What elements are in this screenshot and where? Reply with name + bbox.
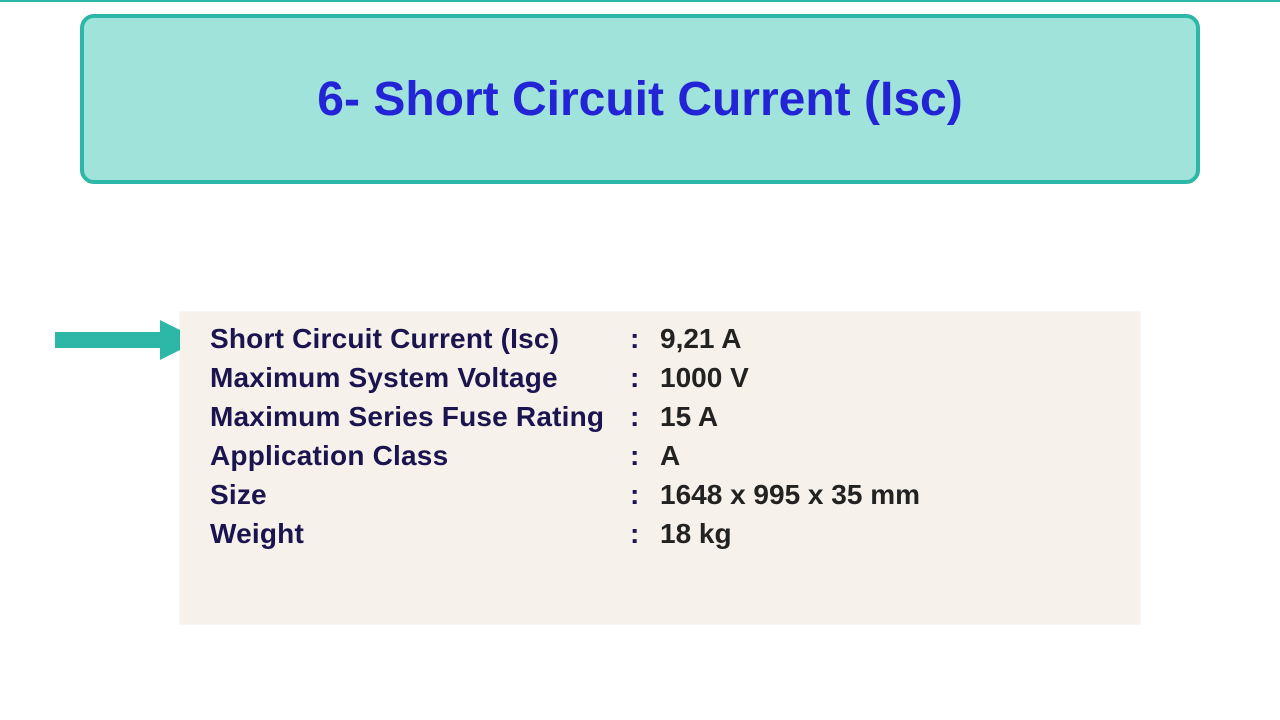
- spec-value: 15 A: [660, 400, 1140, 433]
- spec-colon: :: [630, 439, 660, 472]
- spec-value: 1000 V: [660, 361, 1140, 394]
- spec-label: Short Circuit Current (Isc): [210, 322, 630, 355]
- header-box: 6- Short Circuit Current (Isc): [80, 14, 1200, 184]
- spec-value: 9,21 A: [660, 322, 1140, 355]
- spec-label: Application Class: [210, 439, 630, 472]
- spec-colon: :: [630, 400, 660, 433]
- spec-row: Size:1648 x 995 x 35 mm: [210, 478, 1140, 511]
- header-title: 6- Short Circuit Current (Isc): [317, 72, 962, 127]
- top-divider: [0, 0, 1280, 2]
- spec-value: 18 kg: [660, 517, 1140, 550]
- spec-label: Maximum Series Fuse Rating: [210, 400, 630, 433]
- spec-row: Weight:18 kg: [210, 517, 1140, 550]
- spec-colon: :: [630, 478, 660, 511]
- spec-panel: Short Circuit Current (Isc):9,21 AMaximu…: [180, 312, 1140, 624]
- spec-value: 1648 x 995 x 35 mm: [660, 478, 1140, 511]
- spec-colon: :: [630, 322, 660, 355]
- spec-row: Maximum System Voltage:1000 V: [210, 361, 1140, 394]
- spec-label: Size: [210, 478, 630, 511]
- spec-colon: :: [630, 361, 660, 394]
- spec-row: Short Circuit Current (Isc):9,21 A: [210, 322, 1140, 355]
- spec-value: A: [660, 439, 1140, 472]
- spec-label: Weight: [210, 517, 630, 550]
- spec-label: Maximum System Voltage: [210, 361, 630, 394]
- spec-row: Maximum Series Fuse Rating:15 A: [210, 400, 1140, 433]
- spec-colon: :: [630, 517, 660, 550]
- spec-row: Application Class:A: [210, 439, 1140, 472]
